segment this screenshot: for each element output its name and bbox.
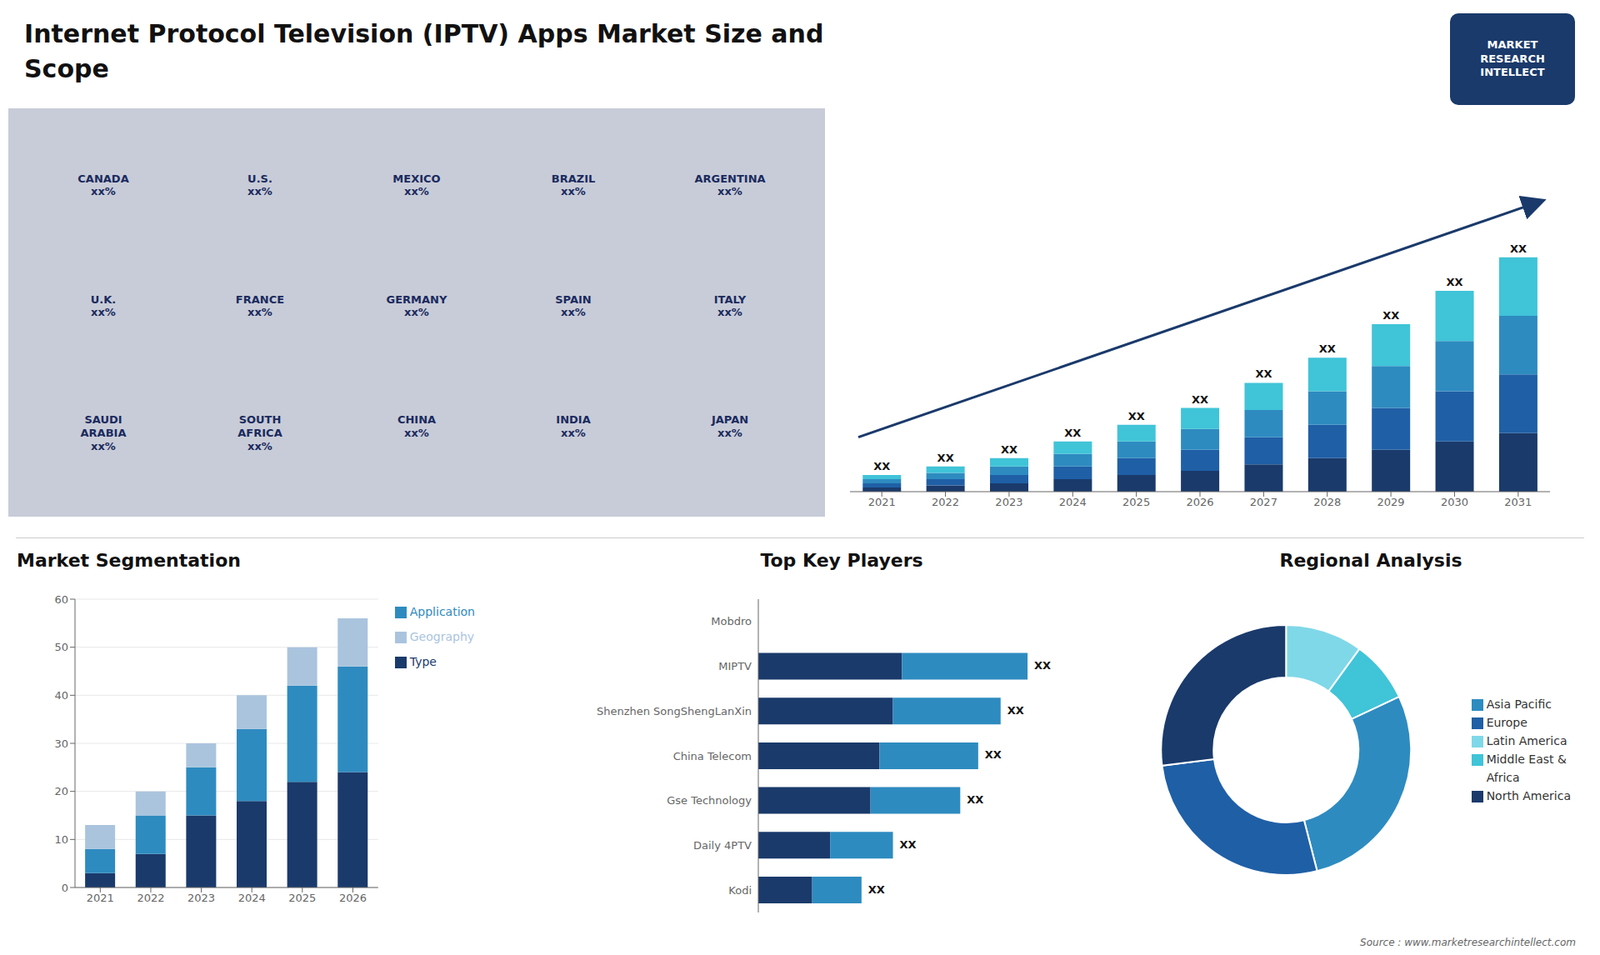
svg-text:Gse Technology: Gse Technology: [666, 794, 752, 807]
svg-text:Shenzhen SongShengLanXin: Shenzhen SongShengLanXin: [596, 705, 752, 718]
svg-text:2028: 2028: [1313, 495, 1341, 509]
svg-text:XX: XX: [966, 793, 984, 806]
html-text:ARGENTINA xx%: ARGENTINA xx%: [694, 172, 766, 198]
html-text:GERMANY xx%: GERMANY xx%: [386, 293, 447, 319]
html-text:BRAZIL xx%: BRAZIL xx%: [551, 172, 596, 198]
svg-text:2027: 2027: [1250, 495, 1278, 509]
html-text:Source : www.marketresearchint: Source : www.marketresearchintellect.com: [1360, 936, 1576, 949]
html-text:CHINA xx%: CHINA xx%: [397, 413, 436, 440]
svg-text:China Telecom: China Telecom: [673, 750, 752, 763]
svg-text:0: 0: [61, 881, 69, 895]
html-text:Middle East & Africa: Middle East & Africa: [1486, 752, 1567, 785]
html-text:SAUDI ARABIA xx%: SAUDI ARABIA xx%: [80, 413, 127, 453]
svg-text:30: 30: [54, 737, 69, 750]
html-text:Regional Analysis: Regional Analysis: [1279, 550, 1463, 571]
svg-text:XX: XX: [1128, 410, 1145, 423]
html-text:Internet Protocol Television (: Internet Protocol Television (IPTV) Apps…: [24, 19, 824, 84]
html-text:INDIA xx%: INDIA xx%: [556, 413, 591, 440]
html-text:ITALY xx%: ITALY xx%: [714, 293, 746, 319]
svg-text:XX: XX: [1382, 309, 1400, 322]
svg-text:XX: XX: [1000, 443, 1018, 456]
html-text:SOUTH AFRICA xx%: SOUTH AFRICA xx%: [237, 413, 283, 453]
svg-text:XX: XX: [900, 838, 917, 851]
html-text:Geography: Geography: [409, 630, 475, 644]
svg-text:2021: 2021: [868, 495, 896, 509]
svg-text:XX: XX: [1064, 426, 1081, 440]
svg-text:MIPTV: MIPTV: [718, 660, 752, 673]
svg-text:2025: 2025: [288, 891, 316, 905]
html-text:Top Key Players: Top Key Players: [760, 550, 923, 571]
svg-text:XX: XX: [937, 451, 955, 465]
html-text:SPAIN xx%: SPAIN xx%: [555, 293, 592, 319]
html-text:U.K. xx%: U.K. xx%: [90, 293, 117, 319]
svg-text:2031: 2031: [1504, 495, 1532, 509]
svg-text:XX: XX: [1007, 704, 1025, 717]
html-text:MARKET RESEARCH INTELLECT: MARKET RESEARCH INTELLECT: [1480, 38, 1545, 79]
svg-text:60: 60: [54, 593, 69, 606]
html-text:Market Segmentation: Market Segmentation: [16, 550, 241, 571]
svg-text:2024: 2024: [238, 891, 266, 905]
html-text:U.S. xx%: U.S. xx%: [247, 172, 273, 198]
html-text:Europe: Europe: [1486, 715, 1528, 730]
svg-text:20: 20: [54, 785, 69, 798]
html-text:Latin America: Latin America: [1486, 734, 1568, 748]
svg-text:2023: 2023: [187, 891, 215, 905]
svg-text:2025: 2025: [1122, 495, 1150, 509]
svg-text:2026: 2026: [339, 891, 367, 905]
html-text:MEXICO xx%: MEXICO xx%: [392, 172, 441, 198]
svg-text:2030: 2030: [1440, 495, 1469, 509]
svg-text:XX: XX: [985, 748, 1002, 761]
svg-text:XX: XX: [1446, 275, 1464, 289]
svg-text:XX: XX: [1510, 242, 1527, 255]
svg-text:XX: XX: [1034, 659, 1051, 672]
svg-text:XX: XX: [1319, 342, 1336, 355]
html-text:Type: Type: [409, 655, 437, 669]
html-text:CANADA xx%: CANADA xx%: [77, 172, 129, 198]
html-text:JAPAN xx%: JAPAN xx%: [711, 413, 749, 440]
svg-text:XX: XX: [868, 883, 885, 896]
svg-text:10: 10: [54, 833, 69, 846]
html-text:FRANCE xx%: FRANCE xx%: [235, 293, 285, 319]
svg-text:Daily 4PTV: Daily 4PTV: [693, 839, 752, 852]
html-text:Asia Pacific: Asia Pacific: [1486, 697, 1552, 711]
svg-text:2029: 2029: [1377, 495, 1405, 509]
svg-text:XX: XX: [1255, 367, 1272, 380]
svg-text:2026: 2026: [1185, 495, 1214, 509]
svg-text:2021: 2021: [86, 891, 115, 905]
svg-text:2023: 2023: [995, 495, 1023, 509]
svg-text:Mobdro: Mobdro: [710, 615, 752, 628]
svg-text:50: 50: [54, 640, 69, 654]
svg-text:XX: XX: [873, 460, 890, 473]
svg-text:2024: 2024: [1059, 495, 1087, 509]
html-text:Application: Application: [409, 605, 475, 619]
svg-text:Kodi: Kodi: [728, 884, 752, 897]
svg-text:40: 40: [54, 689, 69, 702]
svg-text:2022: 2022: [931, 495, 960, 509]
svg-text:2022: 2022: [136, 891, 165, 905]
svg-text:XX: XX: [1191, 393, 1209, 406]
html-text:North America: North America: [1486, 789, 1571, 803]
